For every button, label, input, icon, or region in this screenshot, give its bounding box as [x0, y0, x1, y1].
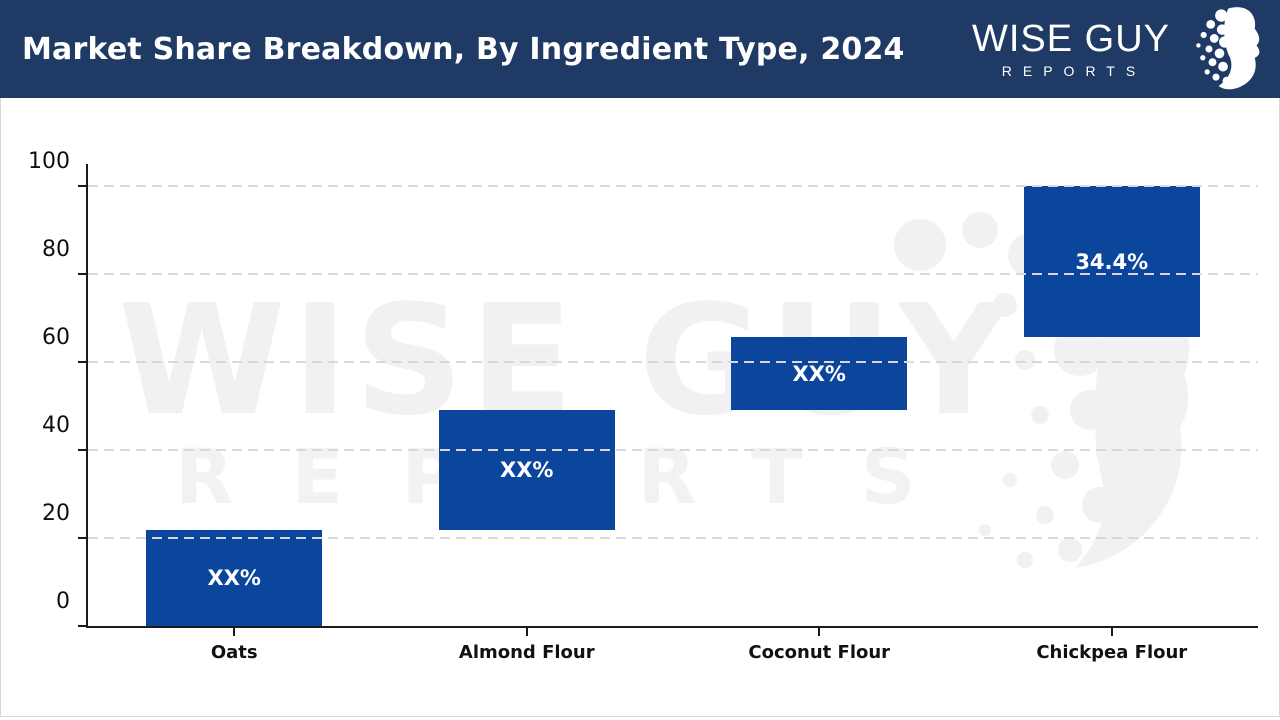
bar-value-label: XX%: [500, 458, 554, 483]
logo-head-icon: [1196, 7, 1260, 90]
y-tick-mark: [78, 449, 86, 451]
gridline-y-40: [88, 449, 1258, 451]
y-axis-line: [86, 164, 88, 628]
gridline-y-80: [88, 273, 1258, 275]
logo-text: WISE GUY REPORTS: [972, 20, 1170, 79]
y-tick-mark: [78, 185, 86, 187]
x-tick-mark: [818, 628, 821, 636]
x-tick-mark: [233, 628, 236, 636]
header-bar: Market Share Breakdown, By Ingredient Ty…: [0, 0, 1280, 98]
y-tick-mark: [78, 537, 86, 539]
wise-guy-reports-logo: WISE GUY REPORTS: [972, 5, 1260, 93]
gridline-y-20: [88, 537, 1258, 539]
logo-wordmark: WISE GUY: [971, 17, 1170, 60]
bar-value-label: 34.4%: [1075, 249, 1149, 274]
y-tick-mark: [78, 361, 86, 363]
bar-value-label: XX%: [792, 361, 846, 386]
gridline-y-60: [88, 361, 1258, 363]
category-label-almond-flour: Almond Flour: [458, 642, 595, 663]
y-tick-label: 40: [42, 413, 70, 438]
category-label-coconut-flour: Coconut Flour: [748, 642, 891, 663]
logo-subtitle: REPORTS: [1001, 62, 1147, 79]
category-label-chickpea-flour: Chickpea Flour: [1036, 642, 1188, 663]
y-tick-label: 60: [42, 325, 70, 350]
x-tick-mark: [525, 628, 528, 636]
x-axis-line: [86, 626, 1258, 628]
y-tick-label: 80: [42, 237, 70, 262]
bar-coconut-flour: XX%: [731, 337, 908, 410]
bar-chickpea-flour: 34.4%: [1023, 186, 1200, 338]
x-tick-mark: [1110, 628, 1113, 636]
plot-area: 0 20 40 60 80 100 XX% Oats XX% Almond Flour XX% Coc…: [28, 149, 1258, 663]
y-tick-mark: [78, 273, 86, 275]
y-tick-mark: [78, 625, 86, 627]
bar-oats: XX%: [146, 530, 323, 626]
bar-value-label: XX%: [207, 566, 261, 591]
gridline-y-100: [88, 185, 1258, 187]
category-label-oats: Oats: [210, 642, 258, 663]
page-title: Market Share Breakdown, By Ingredient Ty…: [22, 31, 905, 67]
bar-almond-flour: XX%: [438, 409, 615, 531]
y-tick-label: 0: [56, 589, 70, 614]
y-tick-label: 20: [42, 501, 70, 526]
y-tick-label: 100: [28, 149, 70, 174]
